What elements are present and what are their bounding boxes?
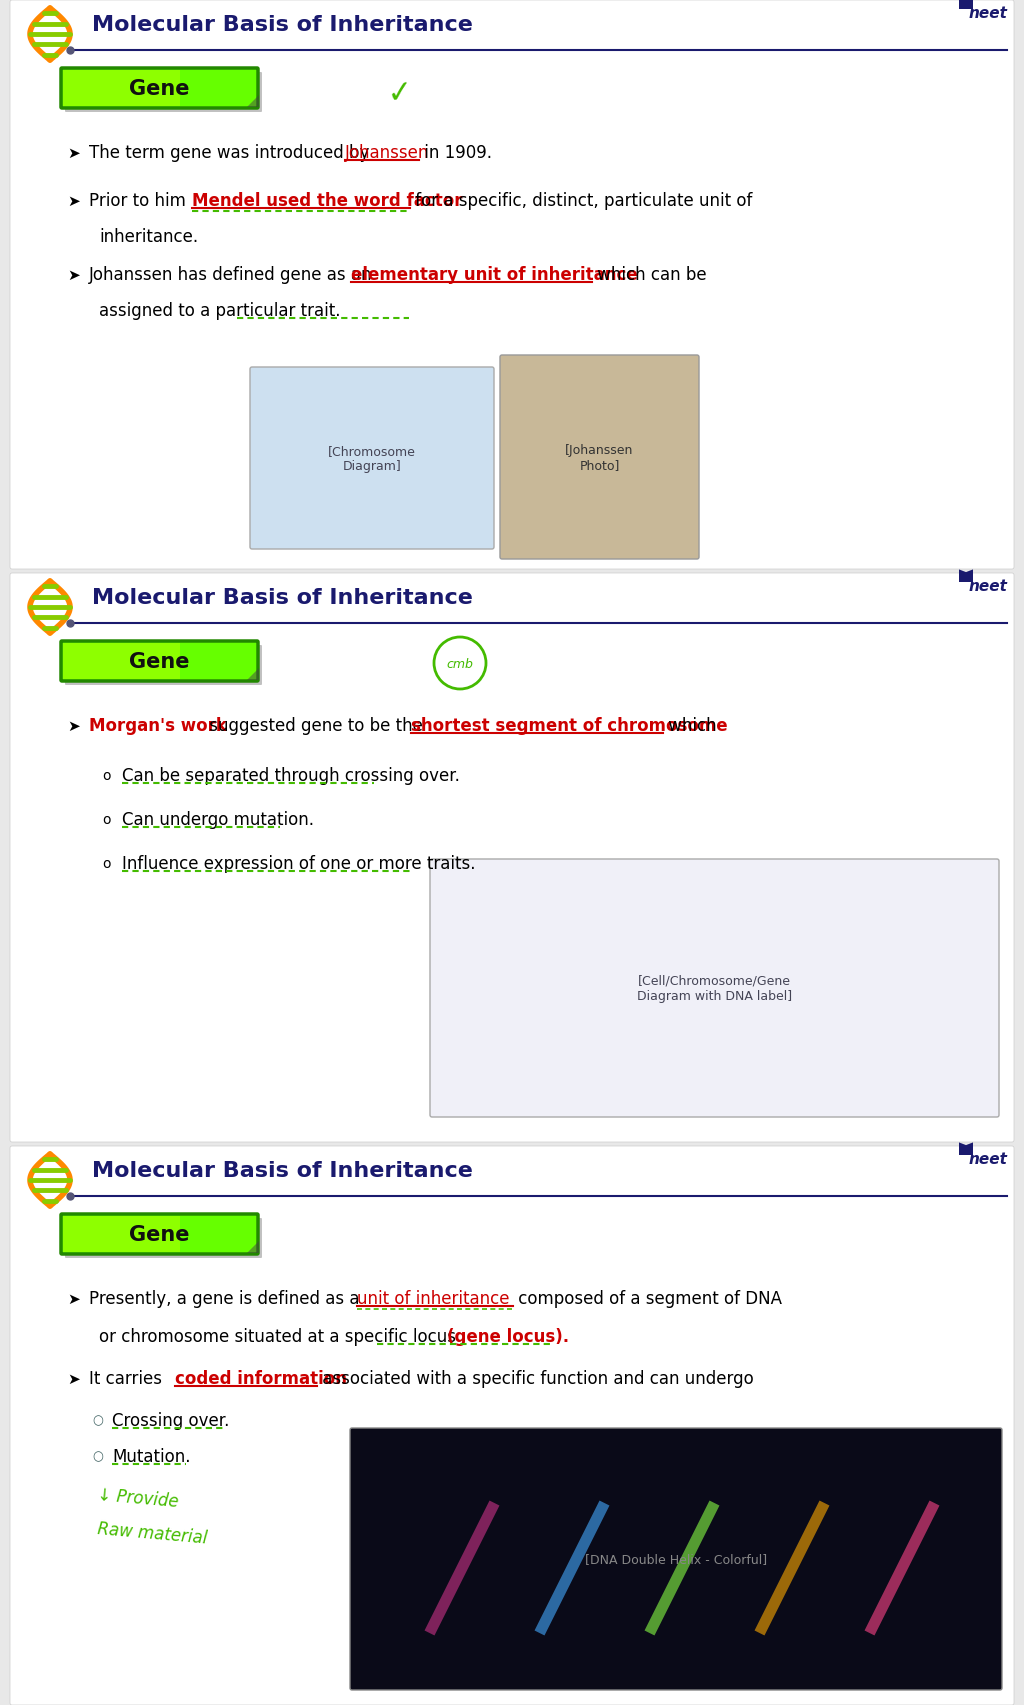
Text: The term gene was introduced by: The term gene was introduced by [89, 143, 375, 162]
Text: ➤: ➤ [67, 145, 80, 160]
Text: Presently, a gene is defined as a: Presently, a gene is defined as a [89, 1289, 365, 1308]
FancyBboxPatch shape [63, 1216, 180, 1251]
Text: Mendel used the word factor: Mendel used the word factor [193, 193, 463, 210]
Text: ➤: ➤ [67, 1291, 80, 1306]
Polygon shape [959, 1142, 973, 1156]
Text: ↓ Provide: ↓ Provide [97, 1485, 179, 1511]
FancyBboxPatch shape [61, 1214, 258, 1255]
Text: o: o [102, 856, 111, 871]
Polygon shape [959, 0, 973, 10]
Text: [Chromosome
Diagram]: [Chromosome Diagram] [328, 445, 416, 472]
FancyBboxPatch shape [65, 73, 262, 113]
Text: Molecular Basis of Inheritance: Molecular Basis of Inheritance [92, 588, 473, 607]
Text: Johanssen has defined gene as an: Johanssen has defined gene as an [89, 266, 378, 283]
FancyBboxPatch shape [63, 72, 180, 107]
Text: Johanssen: Johanssen [345, 143, 429, 162]
Text: shortest segment of chromosome: shortest segment of chromosome [411, 716, 728, 735]
FancyBboxPatch shape [350, 1429, 1002, 1690]
FancyBboxPatch shape [61, 641, 258, 682]
FancyBboxPatch shape [61, 68, 258, 109]
Text: ○: ○ [92, 1413, 102, 1427]
Text: Influence expression of one or more traits.: Influence expression of one or more trai… [122, 854, 475, 873]
FancyBboxPatch shape [250, 368, 494, 549]
Text: ➤: ➤ [67, 718, 80, 733]
Text: Gene: Gene [129, 78, 189, 99]
Text: for a specific, distinct, particulate unit of: for a specific, distinct, particulate un… [410, 193, 753, 210]
FancyBboxPatch shape [65, 1219, 262, 1258]
Text: or chromosome situated at a specific locus: or chromosome situated at a specific loc… [99, 1326, 461, 1345]
Text: which: which [663, 716, 717, 735]
Text: neet: neet [968, 1151, 1007, 1166]
FancyBboxPatch shape [10, 1146, 1014, 1705]
Text: cmb: cmb [446, 656, 473, 670]
Text: neet: neet [968, 578, 1007, 593]
Text: It carries: It carries [89, 1369, 167, 1388]
Text: Molecular Basis of Inheritance: Molecular Basis of Inheritance [92, 1161, 473, 1180]
Text: Crossing over.: Crossing over. [112, 1412, 229, 1429]
Polygon shape [959, 569, 973, 583]
FancyBboxPatch shape [65, 646, 262, 685]
Text: Prior to him: Prior to him [89, 193, 191, 210]
Text: ➤: ➤ [67, 193, 80, 208]
Text: which can be: which can be [592, 266, 707, 283]
Text: Molecular Basis of Inheritance: Molecular Basis of Inheritance [92, 15, 473, 36]
Text: coded information: coded information [175, 1369, 347, 1388]
Text: [Cell/Chromosome/Gene
Diagram with DNA label]: [Cell/Chromosome/Gene Diagram with DNA l… [637, 975, 792, 1003]
Text: ➤: ➤ [67, 268, 80, 283]
Text: Raw material: Raw material [97, 1519, 209, 1546]
Text: ○: ○ [92, 1449, 102, 1463]
Text: elementary unit of inheritance: elementary unit of inheritance [351, 266, 638, 283]
Text: [DNA Double Helix - Colorful]: [DNA Double Helix - Colorful] [585, 1553, 767, 1565]
Text: Gene: Gene [129, 1224, 189, 1245]
Text: neet: neet [968, 7, 1007, 20]
Text: Gene: Gene [129, 651, 189, 672]
Polygon shape [247, 95, 259, 107]
Text: associated with a specific function and can undergo: associated with a specific function and … [317, 1369, 754, 1388]
Text: in 1909.: in 1909. [419, 143, 492, 162]
Text: Morgan's work: Morgan's work [89, 716, 227, 735]
Polygon shape [247, 1241, 259, 1253]
Text: o: o [102, 813, 111, 827]
Text: Mutation.: Mutation. [112, 1448, 190, 1465]
FancyBboxPatch shape [500, 356, 699, 559]
Polygon shape [247, 668, 259, 680]
Text: composed of a segment of DNA: composed of a segment of DNA [513, 1289, 782, 1308]
FancyBboxPatch shape [10, 573, 1014, 1142]
Text: Can undergo mutation.: Can undergo mutation. [122, 810, 314, 829]
FancyBboxPatch shape [10, 2, 1014, 569]
Text: inheritance.: inheritance. [99, 228, 198, 246]
Text: assigned to a particular trait.: assigned to a particular trait. [99, 302, 341, 321]
Text: (gene locus).: (gene locus). [447, 1326, 569, 1345]
Text: [Johanssen
Photo]: [Johanssen Photo] [565, 443, 634, 472]
Text: unit of inheritance: unit of inheritance [357, 1289, 510, 1308]
Text: ➤: ➤ [67, 1371, 80, 1386]
Text: suggested gene to be the: suggested gene to be the [204, 716, 428, 735]
FancyBboxPatch shape [63, 643, 180, 680]
FancyBboxPatch shape [430, 859, 999, 1117]
Text: Can be separated through crossing over.: Can be separated through crossing over. [122, 767, 460, 784]
Text: ✓: ✓ [386, 77, 414, 109]
Text: o: o [102, 769, 111, 783]
